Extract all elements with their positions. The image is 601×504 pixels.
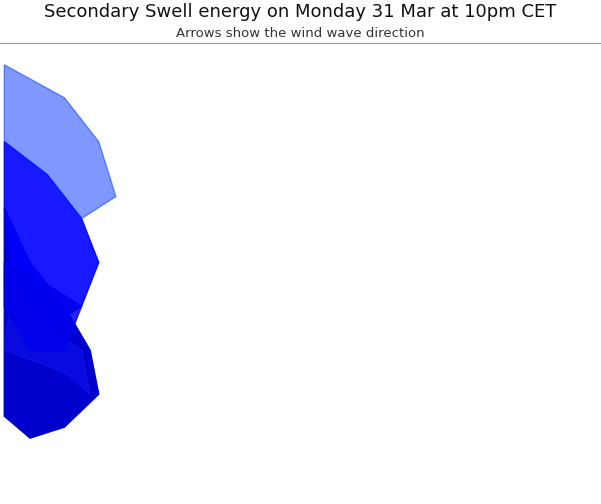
- Polygon shape: [4, 208, 99, 438]
- Polygon shape: [4, 65, 116, 219]
- Text: Arrows show the wind wave direction: Arrows show the wind wave direction: [176, 27, 425, 40]
- Polygon shape: [4, 142, 99, 328]
- Polygon shape: [4, 263, 82, 350]
- Text: Secondary Swell energy on Monday 31 Mar at 10pm CET: Secondary Swell energy on Monday 31 Mar …: [44, 3, 557, 21]
- Polygon shape: [4, 284, 90, 394]
- Text: cartopy not available: cartopy not available: [227, 267, 374, 280]
